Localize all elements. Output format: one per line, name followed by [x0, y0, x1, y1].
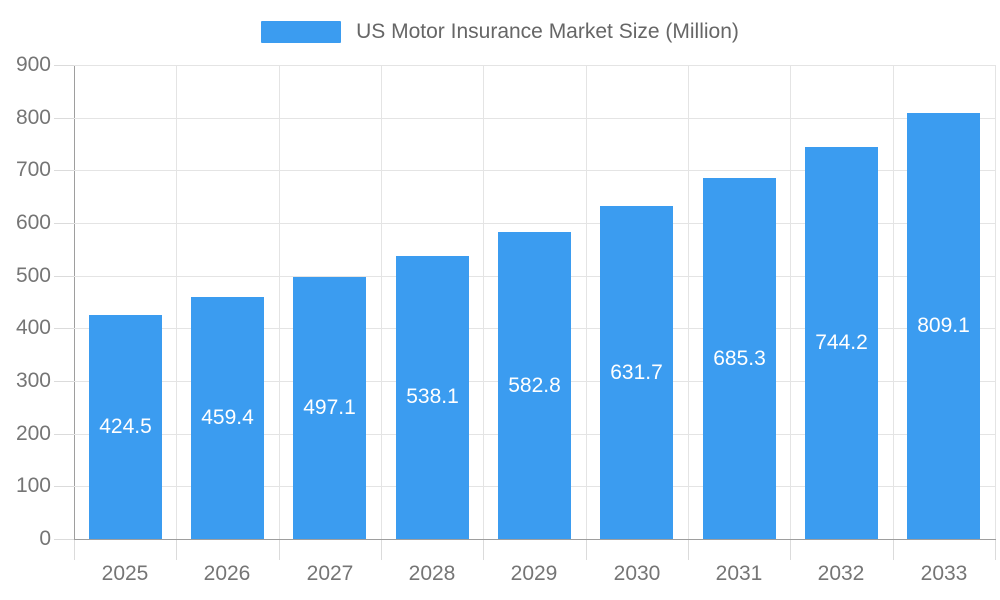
y-axis-tick-label: 800: [15, 106, 51, 129]
x-axis-tick: [381, 540, 382, 560]
bar-value-label: 582.8: [508, 374, 561, 397]
bar: [191, 297, 264, 539]
x-gridline: [790, 65, 791, 539]
x-axis-tick-label: 2030: [613, 562, 661, 585]
x-axis-tick-label: 2026: [203, 562, 251, 585]
y-axis-tick-label: 300: [15, 369, 51, 392]
bar-value-label: 424.5: [99, 415, 152, 438]
y-gridline: [74, 65, 995, 66]
y-axis-tick: [54, 434, 74, 435]
x-axis-tick-label: 2028: [408, 562, 456, 585]
y-axis-tick: [54, 118, 74, 119]
y-axis-tick-label: 500: [15, 264, 51, 287]
y-axis-tick-label: 600: [15, 211, 51, 234]
x-axis-tick: [279, 540, 280, 560]
bar: [703, 178, 776, 539]
x-axis-tick: [893, 540, 894, 560]
bar: [600, 206, 673, 539]
bar-value-label: 685.3: [713, 347, 766, 370]
y-axis-tick-label: 700: [15, 158, 51, 181]
x-axis-tick-label: 2032: [817, 562, 865, 585]
x-axis-tick-label: 2027: [306, 562, 354, 585]
x-gridline: [893, 65, 894, 539]
legend-swatch-icon: [261, 21, 342, 43]
x-axis-tick: [483, 540, 484, 560]
x-gridline: [381, 65, 382, 539]
bar-value-label: 809.1: [917, 314, 970, 337]
y-axis-tick-label: 900: [15, 53, 51, 76]
bar: [293, 277, 366, 539]
bar: [805, 147, 878, 539]
x-axis-tick-label: 2033: [920, 562, 968, 585]
bar-value-label: 459.4: [201, 406, 254, 429]
x-axis-tick: [790, 540, 791, 560]
x-axis-tick: [176, 540, 177, 560]
y-axis-tick: [54, 381, 74, 382]
x-gridline: [483, 65, 484, 539]
y-gridline: [74, 118, 995, 119]
y-axis-tick: [54, 486, 74, 487]
y-axis-tick: [54, 276, 74, 277]
x-axis-tick-label: 2025: [101, 562, 149, 585]
y-gridline: [74, 170, 995, 171]
x-gridline: [279, 65, 280, 539]
plot-area: [74, 65, 996, 540]
bar: [907, 113, 980, 539]
x-axis-tick: [74, 540, 75, 560]
y-axis-tick-label: 400: [15, 316, 51, 339]
y-gridline: [74, 223, 995, 224]
y-axis-tick-label: 100: [15, 474, 51, 497]
x-gridline: [688, 65, 689, 539]
x-axis-tick: [688, 540, 689, 560]
x-axis-tick: [995, 540, 996, 560]
legend-label: US Motor Insurance Market Size (Million): [356, 20, 739, 43]
y-axis-tick-label: 200: [15, 422, 51, 445]
bar: [396, 256, 469, 539]
x-gridline: [176, 65, 177, 539]
chart-legend[interactable]: US Motor Insurance Market Size (Million): [0, 18, 1000, 46]
y-axis-tick: [54, 65, 74, 66]
bar-value-label: 744.2: [815, 331, 868, 354]
y-axis-tick-label: 0: [39, 527, 51, 550]
bar-value-label: 497.1: [303, 396, 356, 419]
x-axis-tick-label: 2029: [510, 562, 558, 585]
bar: [89, 315, 162, 539]
y-axis-tick: [54, 170, 74, 171]
y-axis-tick: [54, 328, 74, 329]
x-gridline: [995, 65, 996, 539]
bar-value-label: 538.1: [406, 385, 459, 408]
bar: [498, 232, 571, 539]
y-axis-tick: [54, 539, 74, 540]
x-gridline: [586, 65, 587, 539]
y-axis-tick: [54, 223, 74, 224]
x-axis-tick-label: 2031: [715, 562, 763, 585]
x-axis-tick: [586, 540, 587, 560]
bar-value-label: 631.7: [610, 361, 663, 384]
